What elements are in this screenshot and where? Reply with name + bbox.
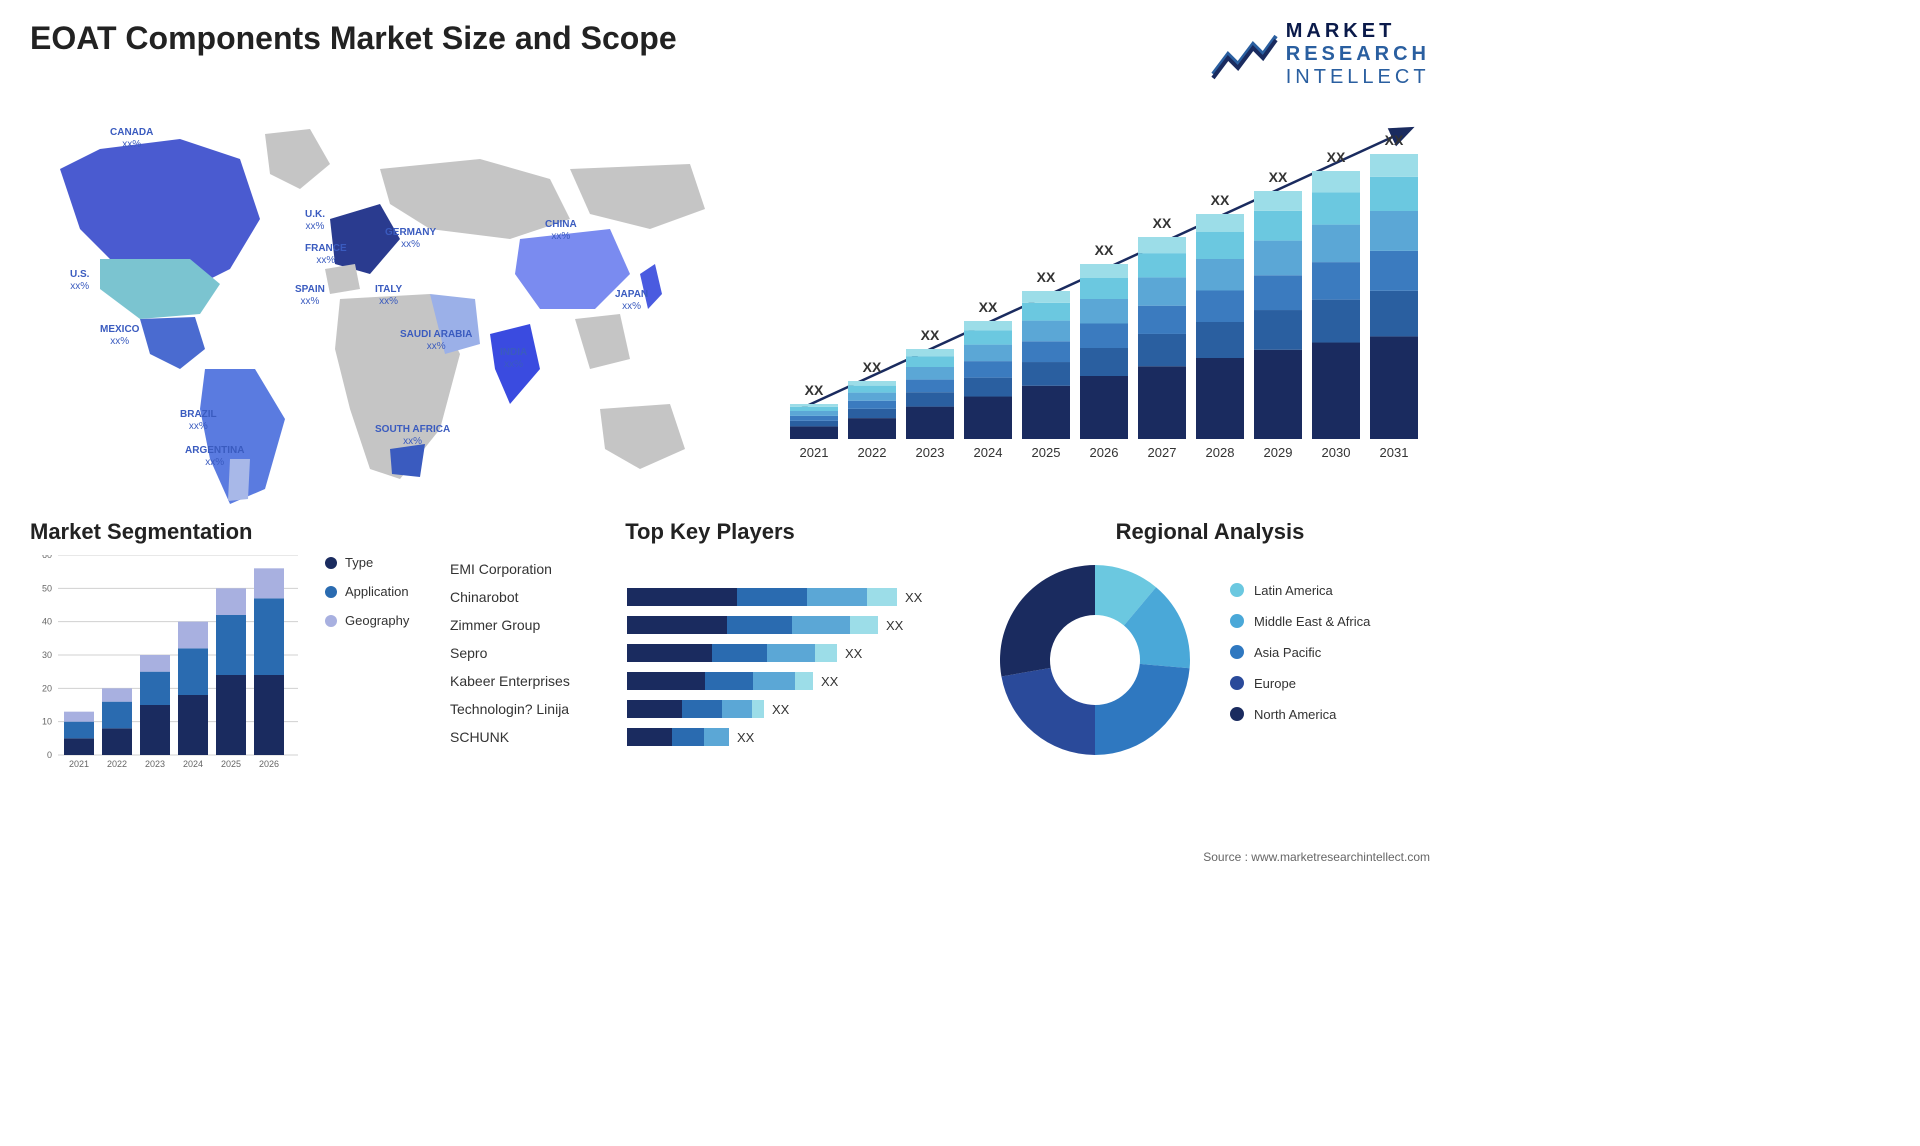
- source-attribution: Source : www.marketresearchintellect.com: [1203, 850, 1430, 864]
- key-player-bar-row: XX: [627, 695, 970, 723]
- key-player-value: XX: [772, 702, 789, 717]
- key-player-name: Zimmer Group: [450, 611, 615, 639]
- svg-text:2022: 2022: [107, 759, 127, 769]
- growth-year-label: 2024: [974, 445, 1003, 460]
- regional-legend-item: Latin America: [1230, 583, 1370, 598]
- svg-text:2025: 2025: [221, 759, 241, 769]
- svg-text:30: 30: [42, 650, 52, 660]
- key-player-name: Kabeer Enterprises: [450, 667, 615, 695]
- growth-bar-value: XX: [979, 299, 998, 315]
- map-country-label: GERMANYxx%: [385, 227, 436, 251]
- growth-year-label: 2021: [800, 445, 829, 460]
- key-player-name: Chinarobot: [450, 583, 615, 611]
- svg-text:2023: 2023: [145, 759, 165, 769]
- segmentation-title: Market Segmentation: [30, 519, 430, 545]
- map-country-label: U.K.xx%: [305, 209, 325, 233]
- svg-text:2024: 2024: [183, 759, 203, 769]
- map-country-label: MEXICOxx%: [100, 324, 139, 348]
- world-map-panel: CANADAxx% U.S.xx% MEXICOxx% BRAZILxx% ARGENT…: [30, 109, 740, 509]
- growth-chart-panel: XX 2021 XX 2022 XX 2023 XX 2024 XX 2025 XX 2026 XX 20…: [770, 109, 1430, 509]
- key-player-value: XX: [886, 618, 903, 633]
- logo-line1: MARKET: [1286, 20, 1430, 43]
- key-player-bar-row: XX: [627, 667, 970, 695]
- world-map: [30, 109, 710, 509]
- logo-line2: RESEARCH: [1286, 43, 1430, 66]
- key-player-name: Technologin? Linija: [450, 695, 615, 723]
- map-country-label: BRAZILxx%: [180, 409, 217, 433]
- regional-donut-chart: [990, 555, 1200, 765]
- growth-bar-value: XX: [1095, 242, 1114, 258]
- regional-legend-item: Europe: [1230, 676, 1370, 691]
- svg-text:20: 20: [42, 683, 52, 693]
- map-country-label: CHINAxx%: [545, 219, 577, 243]
- svg-text:50: 50: [42, 583, 52, 593]
- key-player-value: XX: [737, 730, 754, 745]
- growth-bar-value: XX: [921, 327, 940, 343]
- segmentation-legend: Type Application Geography: [325, 555, 409, 780]
- map-country-label: INDIAxx%: [500, 347, 527, 371]
- map-country-label: ITALYxx%: [375, 284, 402, 308]
- growth-year-label: 2031: [1380, 445, 1409, 460]
- growth-bar-value: XX: [805, 382, 824, 398]
- page-title: EOAT Components Market Size and Scope: [30, 20, 677, 57]
- key-players-panel: Top Key Players EMI CorporationChinarobo…: [450, 519, 970, 780]
- growth-year-label: 2027: [1148, 445, 1177, 460]
- regional-legend-item: North America: [1230, 707, 1370, 722]
- growth-year-label: 2028: [1206, 445, 1235, 460]
- growth-year-label: 2025: [1032, 445, 1061, 460]
- logo-line3: INTELLECT: [1286, 66, 1430, 89]
- growth-bar-value: XX: [1037, 269, 1056, 285]
- growth-bar-value: XX: [1153, 215, 1172, 231]
- regional-legend: Latin America Middle East & Africa Asia Pa…: [1230, 583, 1370, 738]
- growth-bar-value: XX: [1211, 192, 1230, 208]
- growth-year-label: 2029: [1264, 445, 1293, 460]
- key-players-list: EMI CorporationChinarobotZimmer GroupSep…: [450, 555, 615, 751]
- key-player-name: Sepro: [450, 639, 615, 667]
- growth-bar-value: XX: [863, 359, 882, 375]
- segmentation-chart: 0 10 20 30 40 50 60 2021 2022 2023 2024 2025 2026: [30, 555, 305, 780]
- segmentation-panel: Market Segmentation 0 10 20 30 40 50 60 2021 202…: [30, 519, 430, 780]
- map-country-label: SAUDI ARABIAxx%: [400, 329, 472, 353]
- key-player-value: XX: [905, 590, 922, 605]
- key-player-bar-row: XX: [627, 583, 970, 611]
- svg-text:2026: 2026: [259, 759, 279, 769]
- svg-text:10: 10: [42, 717, 52, 727]
- key-player-bar-row: XX: [627, 611, 970, 639]
- key-player-name: EMI Corporation: [450, 555, 615, 583]
- brand-logo: MARKET RESEARCH INTELLECT: [1208, 20, 1430, 89]
- key-player-value: XX: [845, 646, 862, 661]
- segmentation-legend-item: Geography: [325, 613, 409, 628]
- map-country-label: FRANCExx%: [305, 243, 347, 267]
- map-country-label: U.S.xx%: [70, 269, 89, 293]
- key-player-value: XX: [821, 674, 838, 689]
- svg-text:2021: 2021: [69, 759, 89, 769]
- map-country-label: SOUTH AFRICAxx%: [375, 424, 450, 448]
- regional-legend-item: Middle East & Africa: [1230, 614, 1370, 629]
- key-player-bar-row: XX: [627, 639, 970, 667]
- growth-bar-value: XX: [1269, 169, 1288, 185]
- growth-year-label: 2026: [1090, 445, 1119, 460]
- key-players-title: Top Key Players: [450, 519, 970, 545]
- map-country-label: SPAINxx%: [295, 284, 325, 308]
- growth-bar-value: XX: [1385, 132, 1404, 148]
- map-country-label: CANADAxx%: [110, 127, 153, 151]
- growth-year-label: 2022: [858, 445, 887, 460]
- growth-year-label: 2030: [1322, 445, 1351, 460]
- key-player-name: SCHUNK: [450, 723, 615, 751]
- svg-text:40: 40: [42, 617, 52, 627]
- svg-text:60: 60: [42, 555, 52, 560]
- growth-bar-value: XX: [1327, 149, 1346, 165]
- segmentation-legend-item: Application: [325, 584, 409, 599]
- growth-year-label: 2023: [916, 445, 945, 460]
- svg-text:0: 0: [47, 750, 52, 760]
- key-players-bars: XXXXXXXXXXXX: [627, 555, 970, 751]
- map-country-label: JAPANxx%: [615, 289, 648, 313]
- logo-icon: [1208, 26, 1278, 84]
- map-country-label: ARGENTINAxx%: [185, 445, 244, 469]
- key-player-bar-row: XX: [627, 723, 970, 751]
- regional-title: Regional Analysis: [990, 519, 1430, 545]
- regional-legend-item: Asia Pacific: [1230, 645, 1370, 660]
- regional-panel: Regional Analysis Latin America Middle Ea…: [990, 519, 1430, 780]
- segmentation-legend-item: Type: [325, 555, 409, 570]
